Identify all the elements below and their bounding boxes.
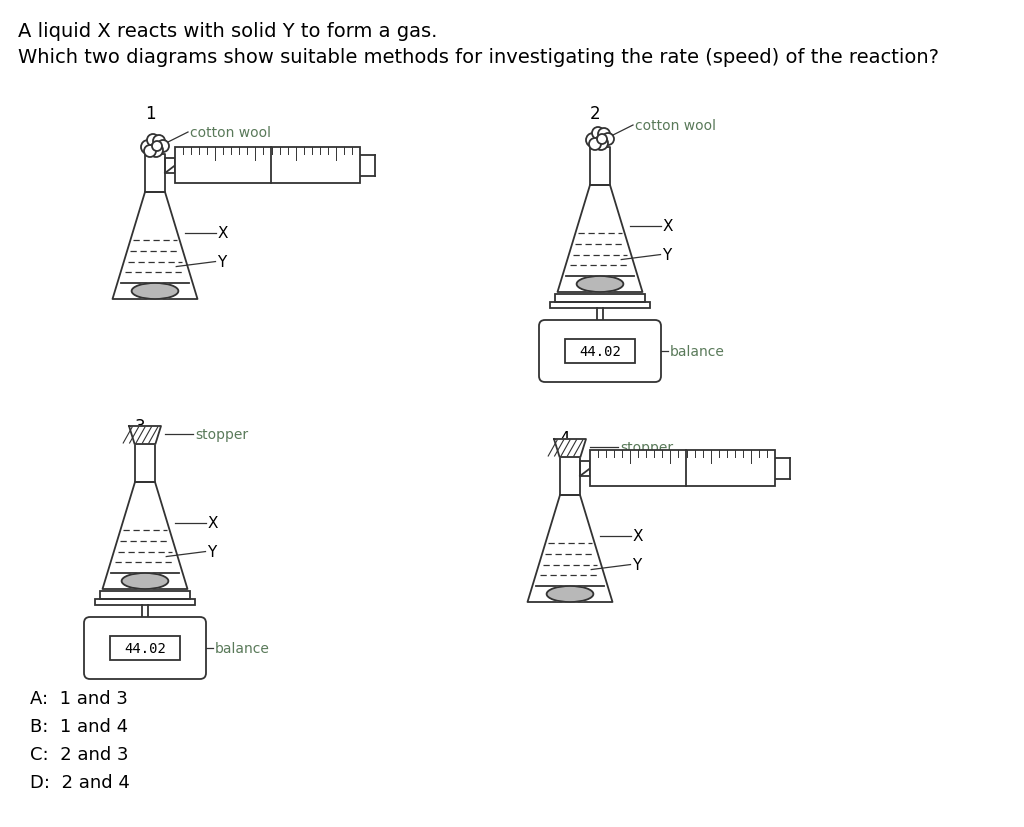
- Circle shape: [589, 139, 601, 151]
- Text: 44.02: 44.02: [579, 345, 621, 359]
- Bar: [110, 636, 180, 660]
- Text: 44.02: 44.02: [124, 641, 166, 655]
- FancyBboxPatch shape: [539, 321, 662, 383]
- Bar: [550, 303, 650, 308]
- FancyBboxPatch shape: [84, 617, 206, 679]
- Text: Y: Y: [663, 248, 672, 263]
- Ellipse shape: [577, 277, 624, 293]
- Text: stopper: stopper: [195, 428, 248, 442]
- Circle shape: [153, 136, 165, 148]
- Text: B:  1 and 4: B: 1 and 4: [30, 717, 128, 735]
- Text: D:  2 and 4: D: 2 and 4: [30, 773, 130, 791]
- Circle shape: [598, 129, 610, 141]
- Bar: [590, 451, 775, 487]
- Text: X: X: [217, 226, 228, 241]
- Bar: [100, 591, 190, 600]
- Circle shape: [150, 144, 163, 158]
- Text: C:  2 and 3: C: 2 and 3: [30, 745, 128, 763]
- Circle shape: [602, 134, 614, 146]
- Ellipse shape: [122, 573, 168, 590]
- Circle shape: [592, 128, 604, 140]
- Text: Y: Y: [217, 255, 226, 270]
- Circle shape: [152, 141, 162, 152]
- Text: cotton wool: cotton wool: [635, 119, 716, 133]
- Text: balance: balance: [215, 641, 270, 655]
- Polygon shape: [554, 439, 586, 457]
- Bar: [95, 600, 195, 605]
- Text: Which two diagrams show suitable methods for investigating the rate (speed) of t: Which two diagrams show suitable methods…: [18, 48, 939, 67]
- Text: stopper: stopper: [620, 441, 673, 455]
- Circle shape: [597, 135, 607, 145]
- Circle shape: [144, 146, 156, 158]
- Text: A liquid X reacts with solid Y to form a gas.: A liquid X reacts with solid Y to form a…: [18, 22, 437, 41]
- Circle shape: [141, 141, 155, 155]
- Circle shape: [147, 135, 159, 147]
- Text: cotton wool: cotton wool: [190, 126, 271, 140]
- Text: 2: 2: [590, 105, 600, 123]
- Bar: [165, 159, 175, 174]
- Text: A:  1 and 3: A: 1 and 3: [30, 689, 128, 707]
- Circle shape: [586, 134, 600, 148]
- Text: Y: Y: [208, 544, 217, 559]
- Text: balance: balance: [670, 345, 725, 359]
- Circle shape: [594, 136, 608, 151]
- Bar: [175, 148, 360, 184]
- Ellipse shape: [132, 284, 178, 299]
- Text: 3: 3: [135, 418, 145, 436]
- Text: Y: Y: [633, 557, 642, 572]
- Circle shape: [157, 141, 169, 153]
- Text: X: X: [633, 528, 643, 543]
- Polygon shape: [129, 427, 161, 444]
- Text: 4: 4: [560, 429, 570, 447]
- Text: 1: 1: [144, 105, 156, 123]
- Ellipse shape: [547, 586, 593, 602]
- Text: X: X: [208, 515, 218, 530]
- Text: X: X: [663, 219, 673, 234]
- Bar: [580, 461, 590, 476]
- Bar: [565, 340, 635, 364]
- Bar: [555, 294, 645, 303]
